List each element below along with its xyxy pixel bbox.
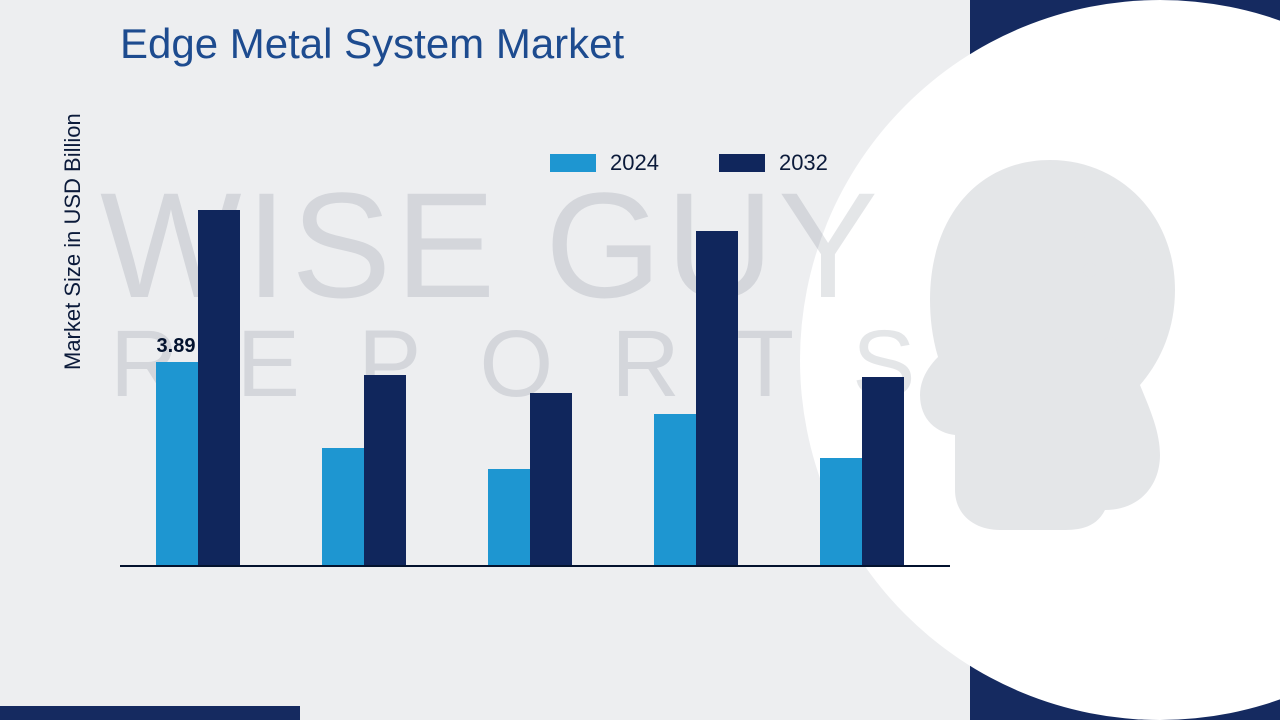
chart-title: Edge Metal System Market xyxy=(120,20,624,68)
bar-2032 xyxy=(696,231,738,565)
bar-2024 xyxy=(156,362,198,565)
bar-2024 xyxy=(488,469,530,565)
bar-2024 xyxy=(322,448,364,565)
plot-area: 3.89NORTHAMERICAEUROPESOUTHAMERICAASIAPA… xyxy=(120,200,950,567)
bar-2032 xyxy=(364,375,406,565)
bar-2024 xyxy=(820,458,862,565)
bar-2024 xyxy=(654,414,696,565)
bottom-accent-bar xyxy=(0,706,300,720)
logo-head-icon xyxy=(1202,16,1268,94)
y-axis-label: Market Size in USD Billion xyxy=(60,113,86,370)
bar-2032 xyxy=(862,377,904,565)
bar-value-label: 3.89 xyxy=(146,335,206,358)
bar-2032 xyxy=(198,210,240,565)
bar-2032 xyxy=(530,393,572,565)
chart-area: Market Size in USD Billion 3.89NORTHAMER… xyxy=(90,160,950,580)
stage: WISE GUY REPORTS WISE GUY REPORTS Edge M… xyxy=(0,0,1280,720)
